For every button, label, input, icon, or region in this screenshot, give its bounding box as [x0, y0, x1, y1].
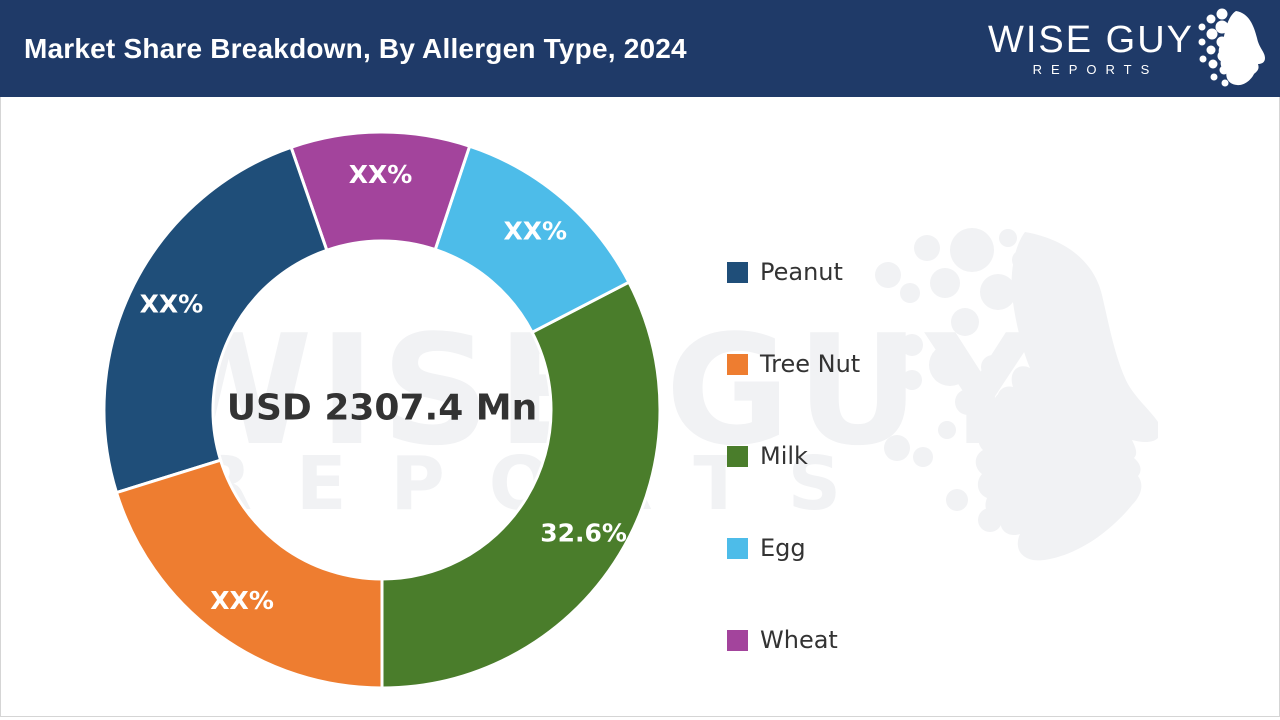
- legend-swatch: [727, 261, 748, 283]
- slice-value-peanut: XX%: [140, 289, 204, 318]
- header-bar: Market Share Breakdown, By Allergen Type…: [0, 0, 1280, 97]
- slice-value-wheat: XX%: [349, 160, 413, 189]
- brand-logo: WISE GUY REPORTS: [988, 7, 1266, 91]
- slice-value-milk: 32.6%: [540, 518, 627, 547]
- watermark-face-icon: [875, 228, 1158, 561]
- brand-face-icon: [1198, 8, 1265, 86]
- legend-swatch: [727, 445, 748, 467]
- legend: Peanut Tree Nut Milk Egg Wheat: [727, 260, 860, 652]
- legend-item-wheat: Wheat: [727, 628, 860, 652]
- legend-item-peanut: Peanut: [727, 260, 860, 284]
- legend-swatch: [727, 537, 748, 559]
- slice-value-tree-nut: XX%: [210, 586, 274, 615]
- slice-milk: [380, 280, 662, 690]
- legend-label: Tree Nut: [760, 350, 861, 378]
- legend-item-egg: Egg: [727, 536, 860, 560]
- legend-label: Milk: [760, 442, 808, 470]
- page-title: Market Share Breakdown, By Allergen Type…: [24, 32, 687, 64]
- chart-center-value: USD 2307.4 Mn: [226, 387, 538, 429]
- legend-label: Peanut: [760, 258, 843, 286]
- slice-peanut: [102, 145, 329, 495]
- slice-tree-nut: [115, 458, 384, 690]
- legend-swatch: [727, 353, 748, 375]
- brand-subtitle: REPORTS: [1032, 62, 1159, 77]
- legend-swatch: [727, 629, 748, 651]
- legend-label: Wheat: [760, 626, 838, 654]
- legend-item-milk: Milk: [727, 444, 860, 468]
- legend-label: Egg: [760, 534, 806, 562]
- slice-value-egg: XX%: [503, 216, 567, 245]
- legend-item-tree-nut: Tree Nut: [727, 352, 860, 376]
- brand-wordmark: WISE GUY REPORTS: [988, 21, 1194, 76]
- brand-name: WISE GUY: [987, 19, 1194, 61]
